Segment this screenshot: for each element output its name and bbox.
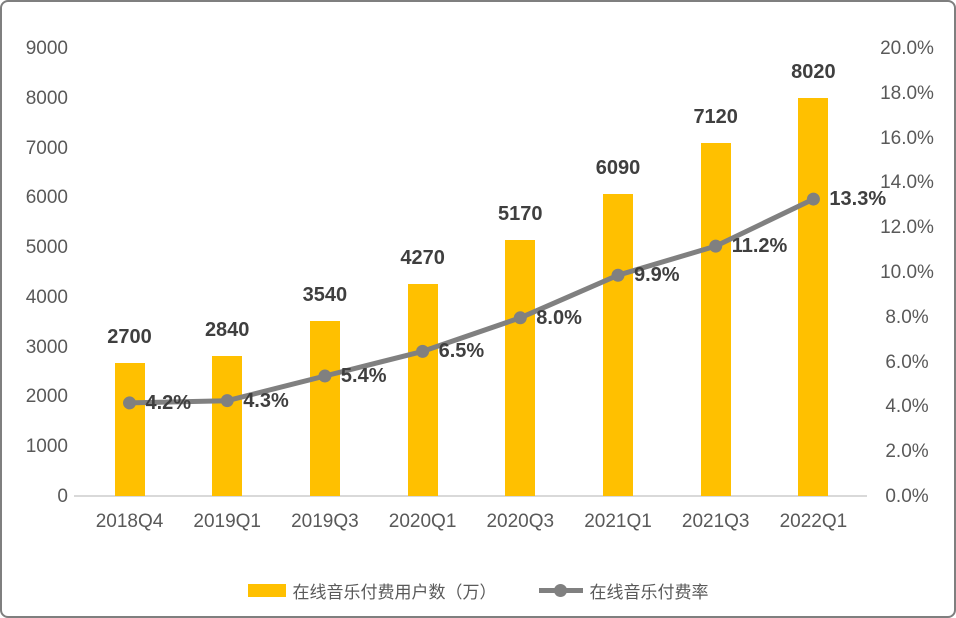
line-value-label-2018Q4: 4.2%	[145, 391, 192, 414]
right-axis-tick-label: 6.0%	[885, 351, 929, 373]
bar-value-label-2022Q1: 8020	[791, 60, 836, 83]
right-axis-tick-label: 14.0%	[880, 172, 934, 194]
line-value-label-2019Q1: 4.3%	[243, 389, 289, 412]
left-axis-tick-label: 8000	[25, 87, 68, 109]
bar-value-label-2020Q3: 5170	[498, 202, 543, 225]
left-axis-tick-label: 2000	[25, 386, 68, 408]
line-value-label-2021Q1: 9.9%	[634, 264, 680, 287]
bar-value-label-2021Q1: 6090	[595, 156, 641, 179]
line-value-label-2020Q3: 8.0%	[536, 306, 582, 329]
right-axis-tick-label: 2.0%	[885, 441, 929, 463]
x-axis-label-2018Q4: 2018Q4	[95, 511, 164, 532]
bar-value-label-2018Q4: 2700	[107, 325, 152, 348]
bar-2019Q1	[212, 355, 243, 496]
left-axis-tick-label: 9000	[25, 38, 68, 59]
x-axis-label-2020Q3: 2020Q3	[486, 511, 555, 532]
left-axis-tick-label: 0	[57, 486, 68, 507]
left-axis-tick-label: 7000	[25, 137, 68, 159]
x-axis-label-2019Q1: 2019Q1	[193, 511, 261, 532]
bar-2018Q4	[114, 362, 145, 496]
left-axis-tick-label: 3000	[25, 336, 68, 358]
x-axis-label-2019Q3: 2019Q3	[291, 511, 359, 532]
line-value-label-2022Q1: 13.3%	[829, 188, 887, 211]
left-axis-tick-label: 4000	[25, 286, 68, 308]
legend-item-paying-rate: 在线音乐付费率	[538, 578, 709, 603]
left-axis-tick-label: 5000	[25, 237, 68, 259]
right-axis-tick-label: 16.0%	[880, 127, 934, 149]
x-axis-label-2021Q3: 2021Q3	[681, 511, 750, 532]
bar-swatch-icon	[247, 583, 286, 597]
line-value-label-2021Q3: 11.2%	[731, 235, 788, 258]
bar-value-label-2021Q3: 7120	[693, 105, 738, 128]
right-axis-tick-label: 10.0%	[880, 262, 934, 283]
right-axis-tick-label: 0.0%	[885, 486, 929, 507]
left-axis-tick-label: 1000	[25, 436, 68, 458]
bar-2022Q1	[798, 97, 829, 496]
bar-value-label-2019Q3: 3540	[302, 283, 348, 306]
right-axis-tick-label: 18.0%	[880, 82, 934, 104]
right-axis-tick-label: 20.0%	[880, 38, 934, 59]
right-axis-tick-label: 4.0%	[885, 396, 929, 418]
legend: 在线音乐付费用户数（万） 在线音乐付费率	[2, 575, 954, 605]
bar-value-label-2020Q1: 4270	[400, 247, 445, 270]
x-axis-line	[74, 495, 867, 497]
bar-2021Q3	[700, 142, 731, 496]
legend-label-paying-users: 在线音乐付费用户数（万）	[292, 582, 497, 602]
bar-2019Q3	[309, 320, 340, 496]
right-axis-tick-label: 8.0%	[885, 306, 929, 328]
line-value-label-2020Q1: 6.5%	[438, 340, 485, 363]
legend-item-paying-users: 在线音乐付费用户数（万）	[247, 578, 497, 603]
line-dot-swatch-icon	[538, 583, 583, 597]
x-axis-label-2022Q1: 2022Q1	[779, 511, 848, 532]
right-axis-tick-label: 12.0%	[880, 217, 934, 239]
x-axis-label-2021Q1: 2021Q1	[584, 511, 652, 532]
bar-2020Q1	[407, 284, 438, 496]
bar-2020Q3	[505, 239, 536, 496]
bar-2021Q1	[603, 193, 633, 496]
dot-icon	[554, 583, 567, 597]
left-axis-tick-label: 6000	[25, 187, 68, 209]
legend-label-paying-rate: 在线音乐付费率	[589, 582, 709, 602]
bar-value-label-2019Q1: 2840	[204, 318, 250, 341]
x-axis-label-2020Q1: 2020Q1	[388, 511, 457, 532]
line-value-label-2019Q3: 5.4%	[340, 365, 387, 388]
